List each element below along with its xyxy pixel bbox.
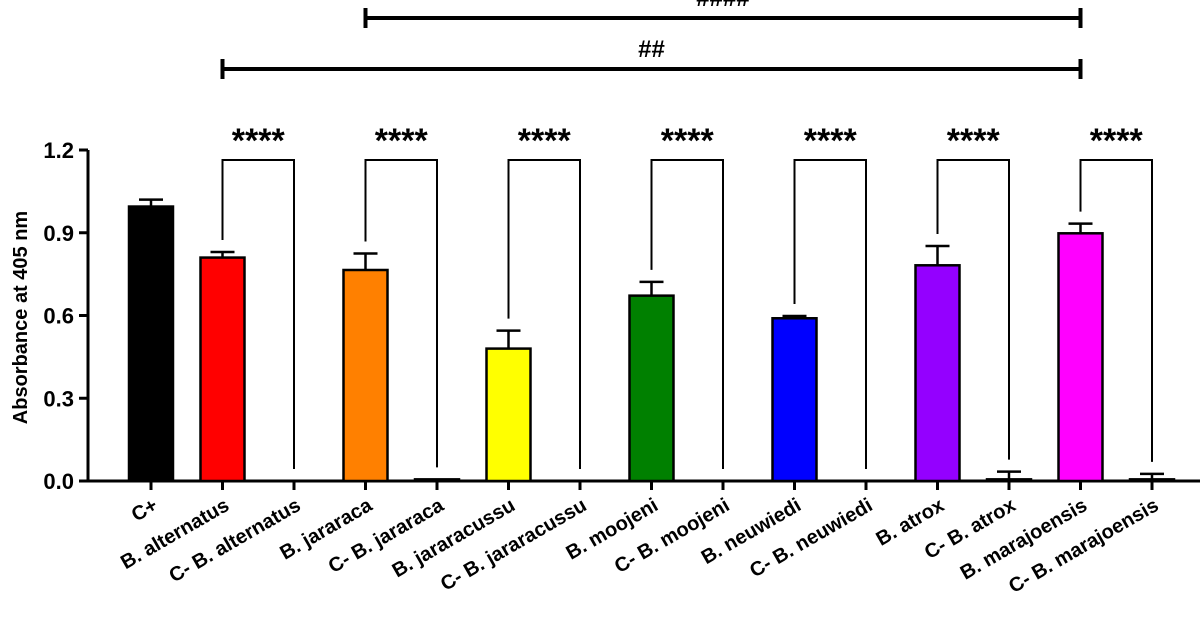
bar: [985, 478, 1033, 483]
significance-bracket: [221, 159, 295, 469]
significance-label: ****: [375, 122, 429, 160]
bar: [914, 264, 961, 483]
significance-label: ****: [661, 122, 715, 160]
bar: [1057, 232, 1104, 483]
significance-label: ****: [1090, 122, 1144, 160]
bar: [485, 347, 532, 483]
y-tick-label: 1.2: [43, 138, 74, 163]
significance-bracket: [507, 159, 581, 469]
significance-bracket: [793, 159, 867, 469]
bar: [272, 480, 316, 481]
comparison-label: ####: [696, 0, 749, 12]
category-label: C+: [128, 494, 162, 526]
bar: [771, 317, 818, 483]
bar: [628, 294, 675, 483]
bar: [199, 256, 246, 483]
bar: [342, 268, 389, 483]
significance-bracket: [1079, 159, 1153, 462]
category-label: C- B. neuwiedi: [746, 494, 876, 582]
comparison-label: ##: [638, 36, 665, 63]
significance-bracket: [364, 159, 438, 468]
bar: [701, 480, 745, 481]
significance-label: ****: [232, 122, 286, 160]
significance-label: ****: [804, 122, 858, 160]
bar: [1128, 478, 1176, 483]
significance-label: ****: [518, 122, 572, 160]
bar: [413, 478, 461, 483]
significance-label: ****: [947, 122, 1001, 160]
y-tick-label: 0.0: [43, 469, 74, 494]
y-axis-label: Absorbance at 405 nm: [10, 211, 32, 424]
bar: [127, 205, 175, 483]
significance-bracket: [650, 159, 724, 469]
y-tick-label: 0.9: [43, 221, 74, 246]
bar: [558, 480, 602, 481]
significance-bracket: [936, 159, 1010, 460]
y-tick-label: 0.3: [43, 386, 74, 411]
bar: [844, 480, 888, 481]
y-tick-label: 0.6: [43, 304, 74, 329]
